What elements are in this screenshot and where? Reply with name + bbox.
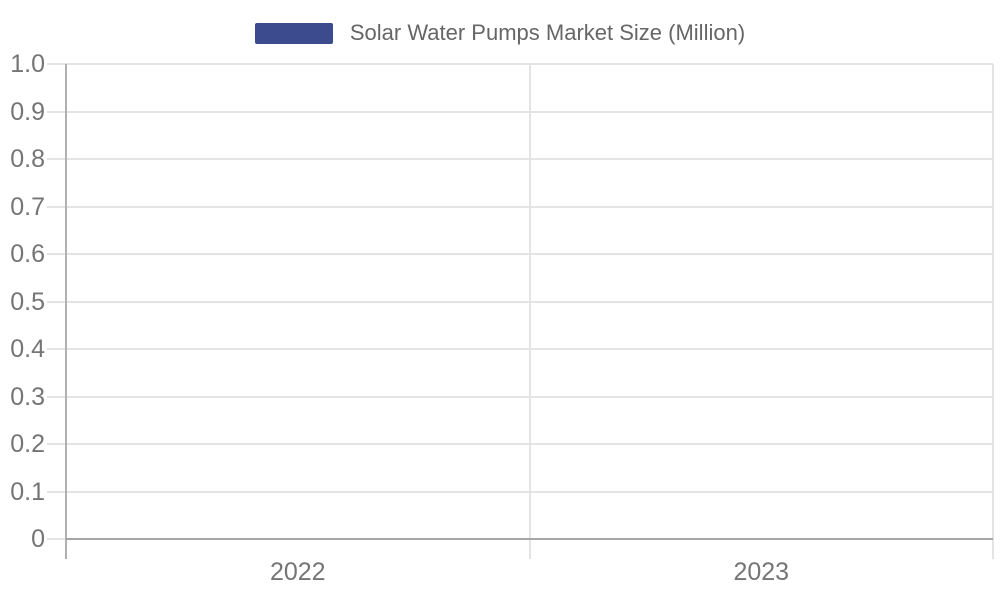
- y-axis-tick: [47, 158, 66, 160]
- y-axis-tick-label: 0.8: [10, 145, 45, 173]
- y-axis-tick-label: 0.5: [10, 287, 45, 316]
- y-axis-tick-label: 0.4: [10, 335, 45, 363]
- y-axis-tick: [47, 205, 66, 208]
- x-gridline: [992, 64, 994, 559]
- y-axis-tick: [47, 538, 66, 540]
- legend-label: Solar Water Pumps Market Size (Million): [349, 20, 746, 45]
- x-axis-tick-label: 2023: [733, 558, 790, 586]
- y-axis-tick: [47, 300, 66, 303]
- y-axis-tick: [47, 253, 66, 255]
- y-axis-tick-label: 0.6: [10, 240, 45, 268]
- x-axis-line: [66, 538, 993, 540]
- legend-item[interactable]: Solar Water Pumps Market Size (Million): [0, 20, 1000, 46]
- legend-swatch-icon: [254, 22, 333, 44]
- y-axis-tick-label: 0.1: [10, 477, 45, 506]
- y-axis-tick: [47, 348, 66, 350]
- y-axis-tick: [47, 110, 66, 113]
- y-axis-tick-label: 0.3: [10, 382, 45, 411]
- y-axis-tick: [47, 443, 66, 445]
- y-axis-tick-label: 0.9: [10, 97, 45, 126]
- y-axis-tick-label: 0: [31, 525, 45, 553]
- x-axis-tick-label: 2022: [269, 558, 326, 586]
- x-gridline: [528, 64, 531, 559]
- y-axis-tick-label: 0.2: [10, 430, 45, 458]
- y-axis-line: [65, 64, 67, 559]
- y-axis-tick: [47, 63, 66, 65]
- y-axis-tick-label: 1.0: [10, 50, 45, 78]
- y-axis-tick-label: 0.7: [10, 192, 45, 221]
- y-axis-tick: [47, 490, 66, 493]
- y-axis-tick: [47, 395, 66, 398]
